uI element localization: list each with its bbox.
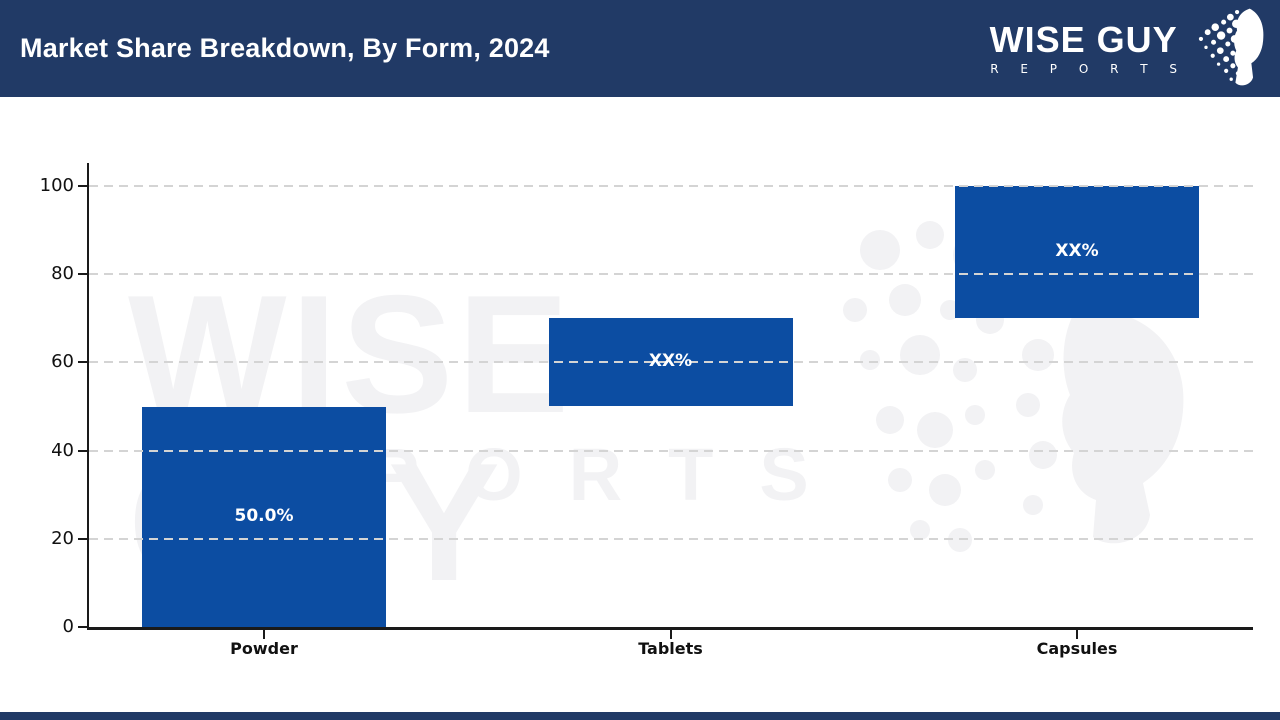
brand-wordmark: WISE GUY (989, 18, 1178, 60)
gridline (89, 273, 1253, 276)
y-tick-mark (78, 626, 87, 628)
header-bar: Market Share Breakdown, By Form, 2024 WI… (0, 0, 1280, 97)
bar (142, 406, 386, 627)
gridline (89, 537, 1253, 540)
page-title: Market Share Breakdown, By Form, 2024 (20, 33, 550, 63)
y-tick-mark (78, 537, 87, 540)
x-tick-mark (263, 630, 265, 639)
y-tick-mark (78, 273, 87, 276)
y-tick-mark (78, 449, 87, 452)
brand-logo-text: WISE GUY R E P O R T S (981, 18, 1186, 76)
brand-face-dots-icon (1198, 8, 1264, 85)
y-tick-mark (78, 185, 87, 187)
gridline (89, 185, 1253, 187)
brand-subtext: R E P O R T S (990, 61, 1186, 76)
y-axis-spine (87, 163, 89, 629)
x-tick-label: Tablets (638, 639, 703, 658)
y-tick-label: 100 (39, 175, 74, 196)
x-axis-spine (87, 627, 1253, 630)
brand-logo: WISE GUY R E P O R T S (981, 7, 1266, 91)
gridline (89, 361, 1253, 364)
x-tick-mark (1076, 630, 1078, 639)
x-tick-label: Capsules (1036, 639, 1118, 658)
y-tick-label: 80 (51, 263, 74, 285)
y-tick-mark (78, 361, 87, 364)
y-tick-label: 0 (62, 616, 74, 637)
gridline (89, 449, 1253, 452)
bar-value-label: 50.0% (234, 505, 294, 526)
y-tick-label: 20 (51, 527, 74, 549)
bar-value-label: XX% (1055, 241, 1099, 262)
bar-value-label: XX% (648, 351, 693, 372)
x-tick-mark (669, 630, 672, 639)
y-tick-label: 60 (51, 351, 74, 373)
y-tick-label: 40 (51, 439, 74, 461)
x-tick-label: Powder (230, 639, 298, 658)
footer-accent-strip (0, 712, 1280, 720)
